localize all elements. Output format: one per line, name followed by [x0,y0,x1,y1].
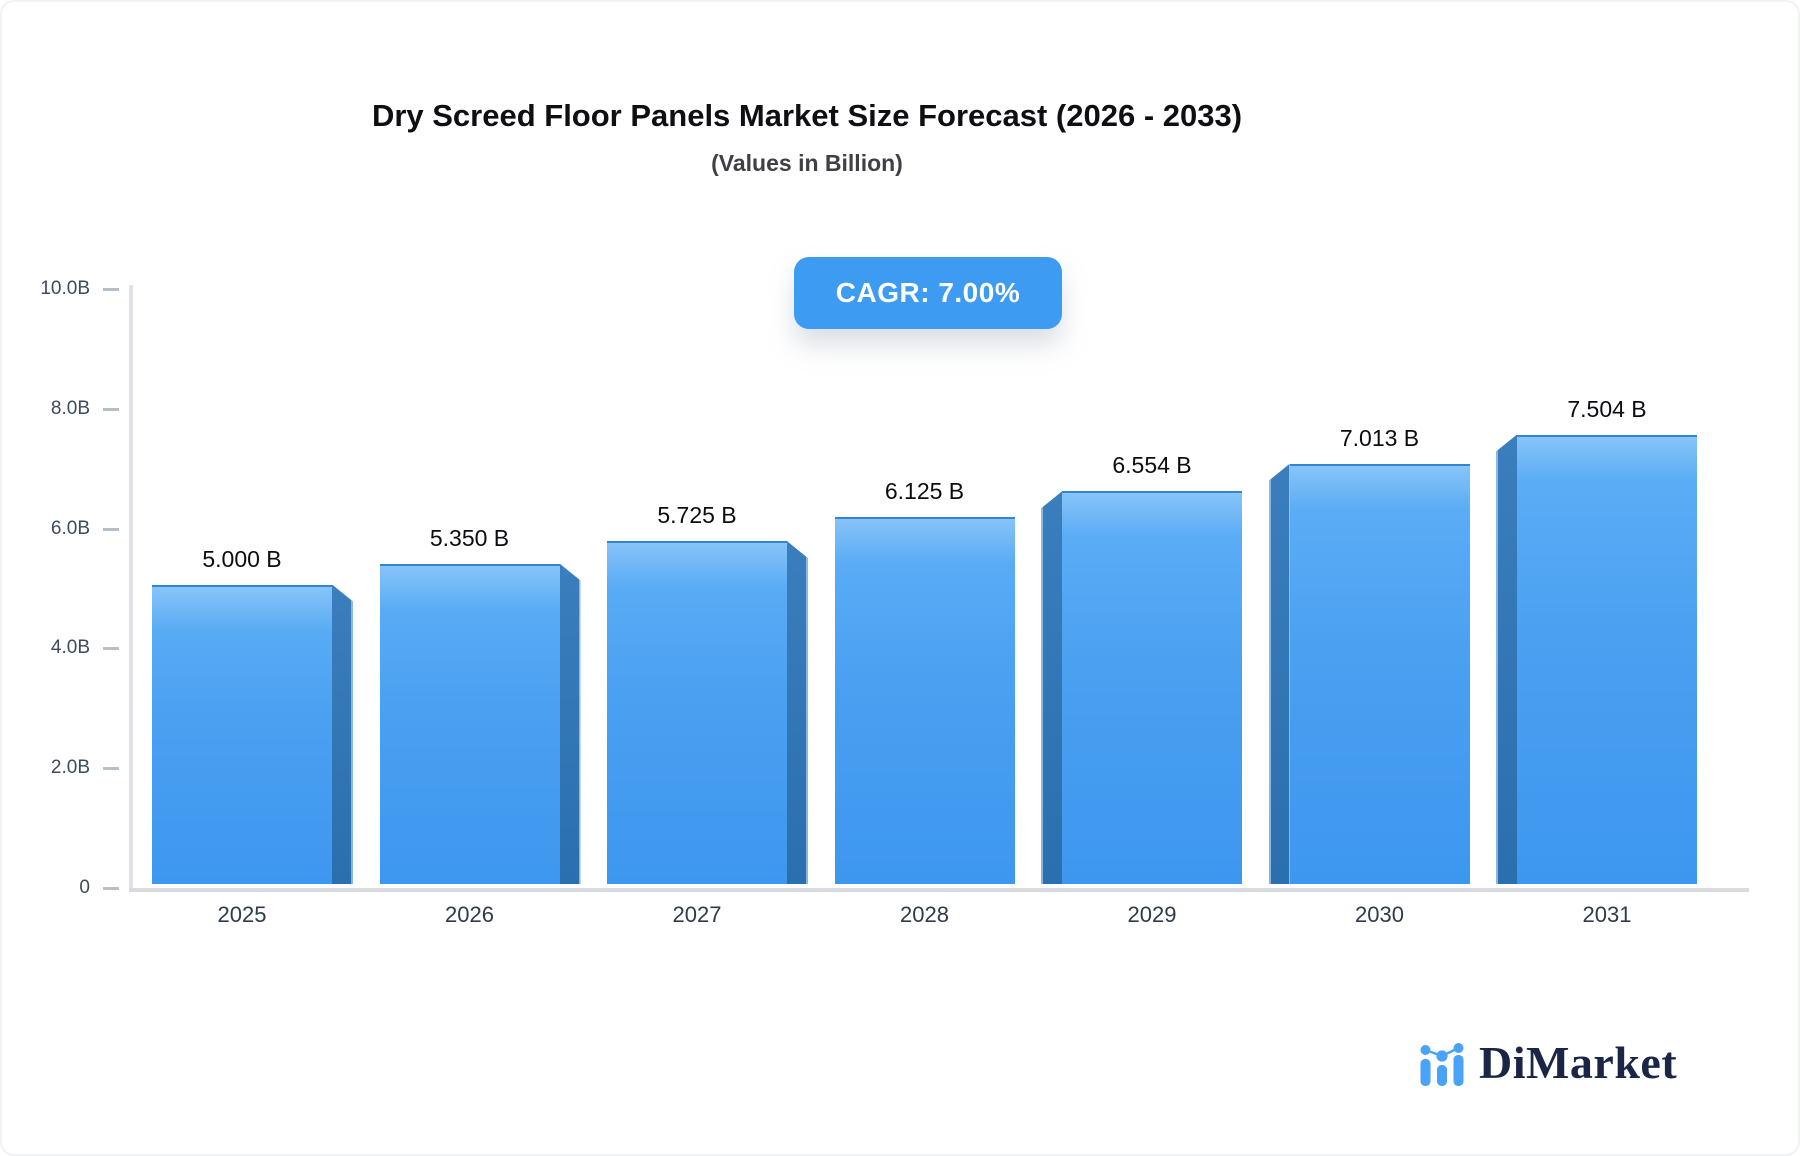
bar-side-face [787,541,808,884]
y-tick-label: 4.0B [50,637,90,659]
y-axis-line [129,285,133,892]
dimarket-logo[interactable]: DiMarket [1419,1040,1677,1086]
bar-2031[interactable] [1517,434,1697,884]
y-tick-label: 6.0B [50,517,90,539]
bar-side-face [559,563,581,884]
bar-side-face [1268,463,1290,884]
y-tick-mark [103,288,119,291]
bar-group-2031: 7.504 B 2031 [1496,396,1697,927]
bar-value-label: 6.125 B [884,478,965,505]
x-axis-label-2026: 2026 [445,902,494,927]
bar-value-label: 5.725 B [657,502,737,529]
y-tick-mark [103,647,119,651]
bar-side-face [1041,491,1062,884]
bar-value-label: 5.000 B [202,545,282,572]
bar-group-2030: 7.013 B 2030 [1268,425,1470,927]
bar-group-2025: 5.000 B 2025 [152,546,353,927]
bar-side-face [1496,434,1517,884]
y-tick-mark [103,527,119,531]
bar-group-2027: 5.725 B 2027 [607,502,808,927]
y-tick-mark [103,767,119,771]
mini-bar-chart-icon [1419,1042,1465,1086]
y-tick-label: 2.0B [50,757,90,779]
bar-2025[interactable] [152,584,332,884]
x-axis-label-2029: 2029 [1127,902,1177,927]
bar-value-label: 7.504 B [1567,395,1647,422]
cagr-badge: CAGR: 7.00% [794,257,1062,329]
logo-text: DiMarket [1479,1037,1678,1088]
cagr-badge-label: CAGR: 7.00% [835,277,1021,308]
bar-2029[interactable] [1062,491,1242,884]
y-tick-label: 8.0B [50,397,90,419]
x-axis-label-2025: 2025 [217,902,267,927]
bar-side-face [332,584,353,884]
x-axis-label-2031: 2031 [1582,902,1632,927]
bar-value-label: 6.554 B [1112,452,1192,479]
bar-2028[interactable] [834,517,1015,884]
y-tick-mark [103,407,119,411]
bar-group-2026: 5.350 B 2026 [379,525,581,927]
chart-title: Dry Screed Floor Panels Market Size Fore… [371,98,1243,133]
x-axis-label-2027: 2027 [672,902,722,927]
y-tick-label: 0 [79,877,90,898]
chart-subtitle: (Values in Billion) [711,150,903,176]
x-axis-label-2028: 2028 [900,902,949,927]
y-tick-mark [103,887,119,890]
bar-group-2028: 6.125 B 2028 [834,478,1015,927]
bar-2027[interactable] [607,541,787,884]
bar-2030[interactable] [1289,463,1470,884]
y-tick-label: 10.0B [40,278,90,299]
bar-value-label: 5.350 B [429,524,510,551]
x-axis-label-2030: 2030 [1355,902,1404,927]
bar-2026[interactable] [379,563,560,884]
bar-value-label: 7.013 B [1339,424,1420,451]
x-axis-line [129,888,1749,892]
bar-group-2029: 6.554 B 2029 [1041,452,1242,927]
